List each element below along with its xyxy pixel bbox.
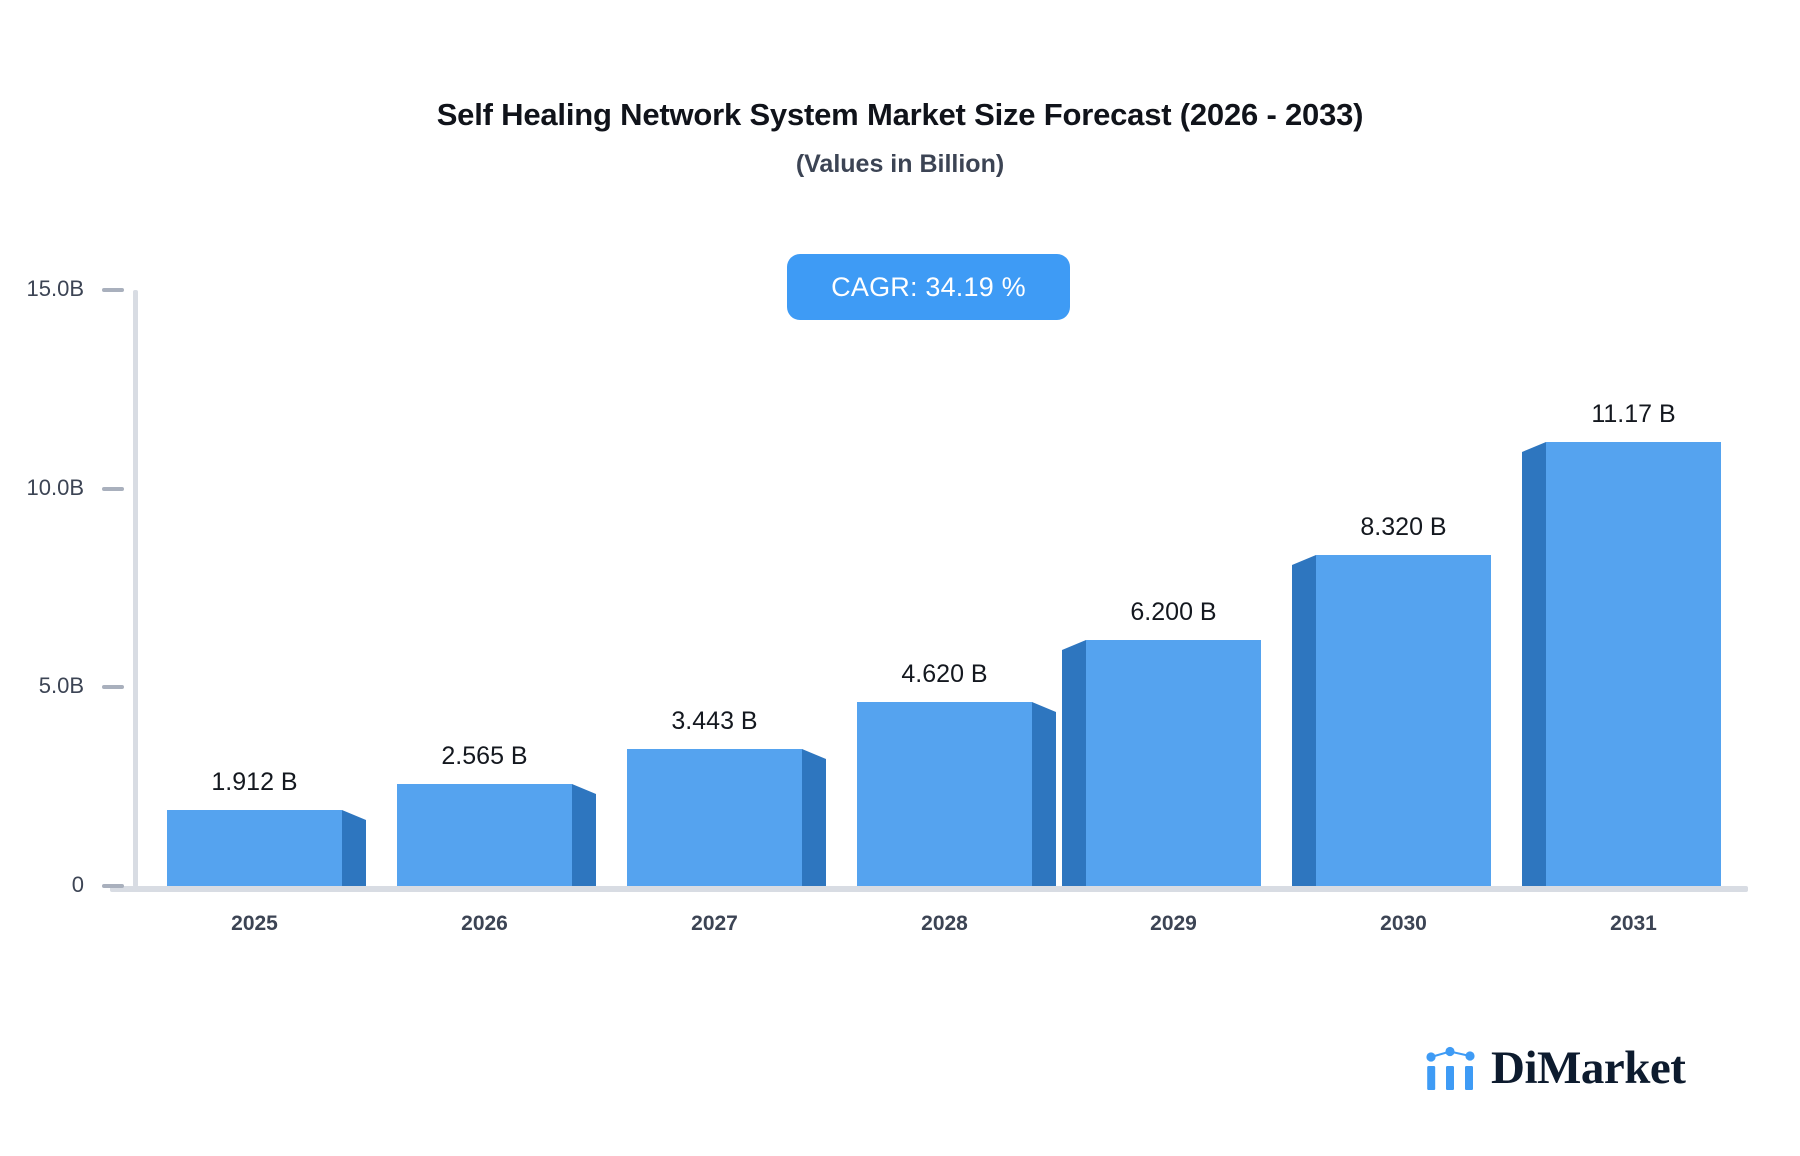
- page-title: Self Healing Network System Market Size …: [436, 97, 1364, 132]
- bar-front-face[interactable]: [1316, 555, 1491, 886]
- y-tick-dash-icon: [102, 685, 124, 689]
- bar-side-cap: [572, 784, 596, 794]
- bar-side-cap: [1522, 442, 1546, 452]
- bar-front-face[interactable]: [627, 749, 802, 886]
- y-tick-label: 5.0B: [38, 673, 84, 698]
- bar-side-cap: [342, 810, 366, 820]
- bar-chart-dots-icon: [1426, 1046, 1475, 1090]
- bar-value-label: 6.200 B: [1130, 598, 1217, 626]
- bar-side-cap: [1292, 555, 1316, 565]
- y-tick-dash-icon: [102, 884, 124, 888]
- y-tick-label: 15.0B: [26, 276, 85, 301]
- logo-text: DiMarket: [1491, 1042, 1686, 1094]
- bar-side-face: [802, 759, 826, 886]
- bar-front-face[interactable]: [1086, 640, 1261, 887]
- bar-front-face[interactable]: [857, 702, 1032, 886]
- bar-side-cap: [1032, 702, 1056, 712]
- bar-side-face: [1062, 650, 1086, 887]
- brand-logo: DiMarket: [1425, 1042, 1686, 1094]
- cagr-badge: CAGR: 34.19 %: [787, 254, 1070, 320]
- bar-side-cap: [802, 749, 826, 759]
- y-tick-dash-icon: [102, 487, 124, 491]
- bar-value-label: 11.17 B: [1591, 400, 1676, 428]
- bar-side-face: [342, 820, 366, 886]
- bar-side-face: [1522, 452, 1546, 886]
- x-tick-label: 2031: [1610, 912, 1657, 935]
- x-tick-label: 2029: [1150, 912, 1197, 935]
- x-axis-line: [110, 886, 1748, 892]
- x-tick-label: 2026: [461, 912, 508, 935]
- title-block: Self Healing Network System Market Size …: [0, 96, 1800, 179]
- x-tick-label: 2027: [691, 912, 738, 935]
- x-tick-label: 2025: [231, 912, 278, 935]
- bar-side-face: [1032, 712, 1056, 886]
- bar-front-face[interactable]: [397, 784, 572, 886]
- x-tick-label: 2028: [921, 912, 968, 935]
- bar-value-label: 4.620 B: [901, 660, 988, 688]
- y-tick-dash-icon: [102, 288, 124, 292]
- bar-value-label: 1.912 B: [211, 768, 298, 796]
- x-tick-label: 2030: [1380, 912, 1427, 935]
- bar-front-face[interactable]: [1546, 442, 1721, 886]
- y-axis-line: [133, 290, 138, 887]
- bar-side-face: [572, 794, 596, 886]
- y-tick-label: 10.0B: [26, 475, 85, 500]
- bar-value-label: 2.565 B: [441, 742, 528, 770]
- bar-front-face[interactable]: [167, 810, 342, 886]
- bar-side-cap: [1062, 640, 1086, 650]
- y-tick-label: 0: [71, 872, 84, 897]
- bar-value-label: 8.320 B: [1360, 513, 1447, 541]
- bar-value-label: 3.443 B: [671, 707, 758, 735]
- bar-side-face: [1292, 565, 1316, 886]
- chart-subtitle: (Values in Billion): [795, 150, 1005, 179]
